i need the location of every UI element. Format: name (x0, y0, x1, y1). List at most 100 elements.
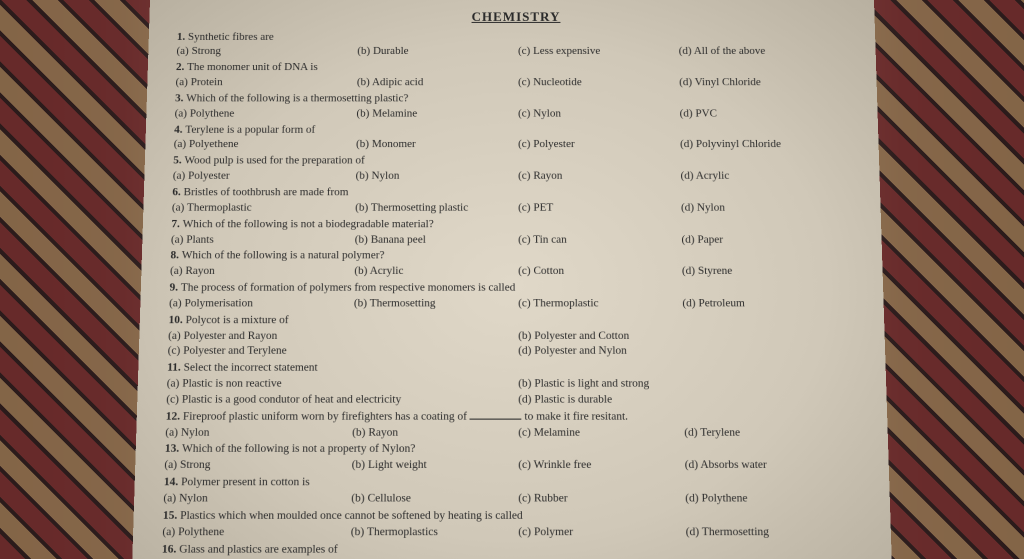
option: (d) Nylon (681, 200, 844, 215)
option: (b) Banana peel (355, 232, 518, 247)
option: (b) Adipic acid (357, 75, 518, 90)
question-number: 1. (177, 30, 188, 42)
question-text: 10. Polycot is a mixture of (168, 312, 847, 328)
option: (c) Tin can (518, 232, 681, 247)
question-number: 2. (176, 61, 187, 73)
option: (b) Rayon (352, 425, 518, 441)
option: (b) Durable (357, 44, 518, 59)
question-number: 4. (174, 123, 185, 135)
question-number: 10. (168, 313, 185, 326)
option: (d) Polyvinyl Chloride (680, 137, 842, 152)
question-text: 15. Plastics which when moulded once can… (163, 508, 853, 524)
option: (c) Rayon (518, 169, 681, 184)
option: (d) PVC (680, 106, 842, 121)
option: (d) Terylene (684, 425, 850, 441)
question-6: 6. Bristles of toothbrush are made from(… (172, 185, 861, 216)
option: (c) Plastic is a good condutor of heat a… (166, 392, 518, 408)
question-3: 3. Which of the following is a thermoset… (174, 91, 857, 121)
option: (c) Less expensive (518, 44, 679, 59)
question-12: 12. Fireproof plastic uniform worn by fi… (165, 409, 867, 441)
option: (c) PET (518, 200, 681, 215)
option: (b) Thermosetting plastic (355, 200, 518, 215)
option: (a) Polyester and Rayon (168, 328, 518, 344)
question-text: 9. The process of formation of polymers … (169, 280, 846, 296)
option: (b) Polyester and Cotton (518, 328, 848, 344)
question-4: 4. Terylene is a popular form of(a) Poly… (174, 122, 859, 152)
question-text: 16. Glass and plastics are examples of (162, 541, 854, 557)
option: (a) Strong (176, 44, 357, 59)
option: (a) Polyethene (174, 137, 357, 152)
option: (c) Polymer (518, 524, 686, 540)
option: (b) Thermosetting (354, 296, 518, 312)
option: (c) Thermoplastic (518, 296, 682, 312)
option: (b) Plastic is light and strong (518, 376, 849, 392)
question-number: 8. (170, 249, 182, 261)
option: (d) Petroleum (682, 296, 847, 312)
question-number: 14. (164, 476, 182, 489)
question-text: 1. Synthetic fibres are (177, 29, 840, 44)
question-text: 6. Bristles of toothbrush are made from (172, 185, 844, 200)
option: (a) Polythene (174, 106, 356, 121)
question-text: 2. The monomer unit of DNA is (176, 60, 840, 75)
option: (d) Absorbs water (685, 458, 852, 474)
option: (d) All of the above (679, 44, 840, 59)
option: (c) Nucleotide (518, 75, 679, 90)
option: (c) Cotton (518, 264, 682, 279)
question-text: 4. Terylene is a popular form of (174, 122, 842, 137)
question-number: 15. (163, 509, 181, 522)
option: (a) Polythene (162, 524, 351, 540)
option: (a) Protein (175, 75, 357, 90)
question-2: 2. The monomer unit of DNA is(a) Protein… (175, 60, 856, 90)
option: (c) Melamine (518, 425, 684, 441)
question-7: 7. Which of the following is not a biode… (171, 217, 862, 248)
question-8: 8. Which of the following is a natural p… (170, 248, 863, 279)
question-text: 14. Polymer present in cotton is (164, 475, 852, 491)
option: (d) Thermosetting (686, 524, 854, 540)
option: (a) Polyester (173, 169, 356, 184)
option: (a) Thermoplastic (172, 200, 356, 215)
question-text: 11. Select the incorrect statement (167, 360, 849, 376)
option: (c) Wrinkle free (518, 458, 685, 474)
option: (a) Plants (171, 232, 355, 247)
question-text: 5. Wood pulp is used for the preparation… (173, 153, 843, 168)
option: (b) Thermoplastics (351, 524, 519, 540)
option: (d) Styrene (682, 264, 846, 279)
option: (d) Vinyl Chloride (679, 75, 840, 90)
option: (d) Plastic is durable (518, 392, 849, 408)
worksheet-paper: CHEMISTRY 1. Synthetic fibres are(a) Str… (131, 0, 892, 559)
option: (c) Polyester (518, 137, 680, 152)
option: (a) Plastic is non reactive (167, 376, 519, 392)
question-number: 11. (167, 361, 184, 374)
option: (b) Light weight (352, 458, 519, 474)
option: (b) Cellulose (351, 491, 518, 507)
question-text: 12. Fireproof plastic uniform worn by fi… (166, 409, 851, 425)
option: (d) Acrylic (680, 169, 843, 184)
option: (b) Melamine (356, 106, 518, 121)
option: (a) Rayon (170, 264, 355, 279)
option: (d) Paper (681, 232, 845, 247)
question-1: 1. Synthetic fibres are(a) Strong(b) Dur… (176, 29, 856, 59)
question-number: 5. (173, 155, 185, 167)
option: (a) Strong (164, 458, 352, 474)
question-text: 8. Which of the following is a natural p… (170, 248, 845, 263)
question-11: 11. Select the incorrect statement(a) Pl… (166, 360, 866, 407)
question-13: 13. Which of the following is not a prop… (164, 442, 868, 474)
question-text: 13. Which of the following is not a prop… (165, 442, 851, 458)
question-number: 9. (169, 281, 181, 294)
worksheet-title: CHEMISTRY (177, 8, 855, 26)
question-5: 5. Wood pulp is used for the preparation… (173, 153, 860, 183)
option: (d) Polythene (685, 491, 852, 507)
question-text: 7. Which of the following is not a biode… (171, 217, 844, 232)
question-16: 16. Glass and plastics are examples of(a… (161, 541, 871, 559)
option: (b) Monomer (356, 137, 518, 152)
question-15: 15. Plastics which when moulded once can… (162, 508, 870, 540)
question-number: 13. (165, 443, 183, 456)
question-number: 7. (171, 218, 183, 230)
question-number: 6. (172, 186, 184, 198)
question-text: 3. Which of the following is a thermoset… (175, 91, 841, 106)
option: (a) Nylon (165, 425, 352, 441)
question-14: 14. Polymer present in cotton is(a) Nylo… (163, 475, 869, 507)
question-number: 16. (162, 542, 180, 555)
option: (b) Nylon (356, 169, 519, 184)
option: (a) Nylon (163, 491, 351, 507)
